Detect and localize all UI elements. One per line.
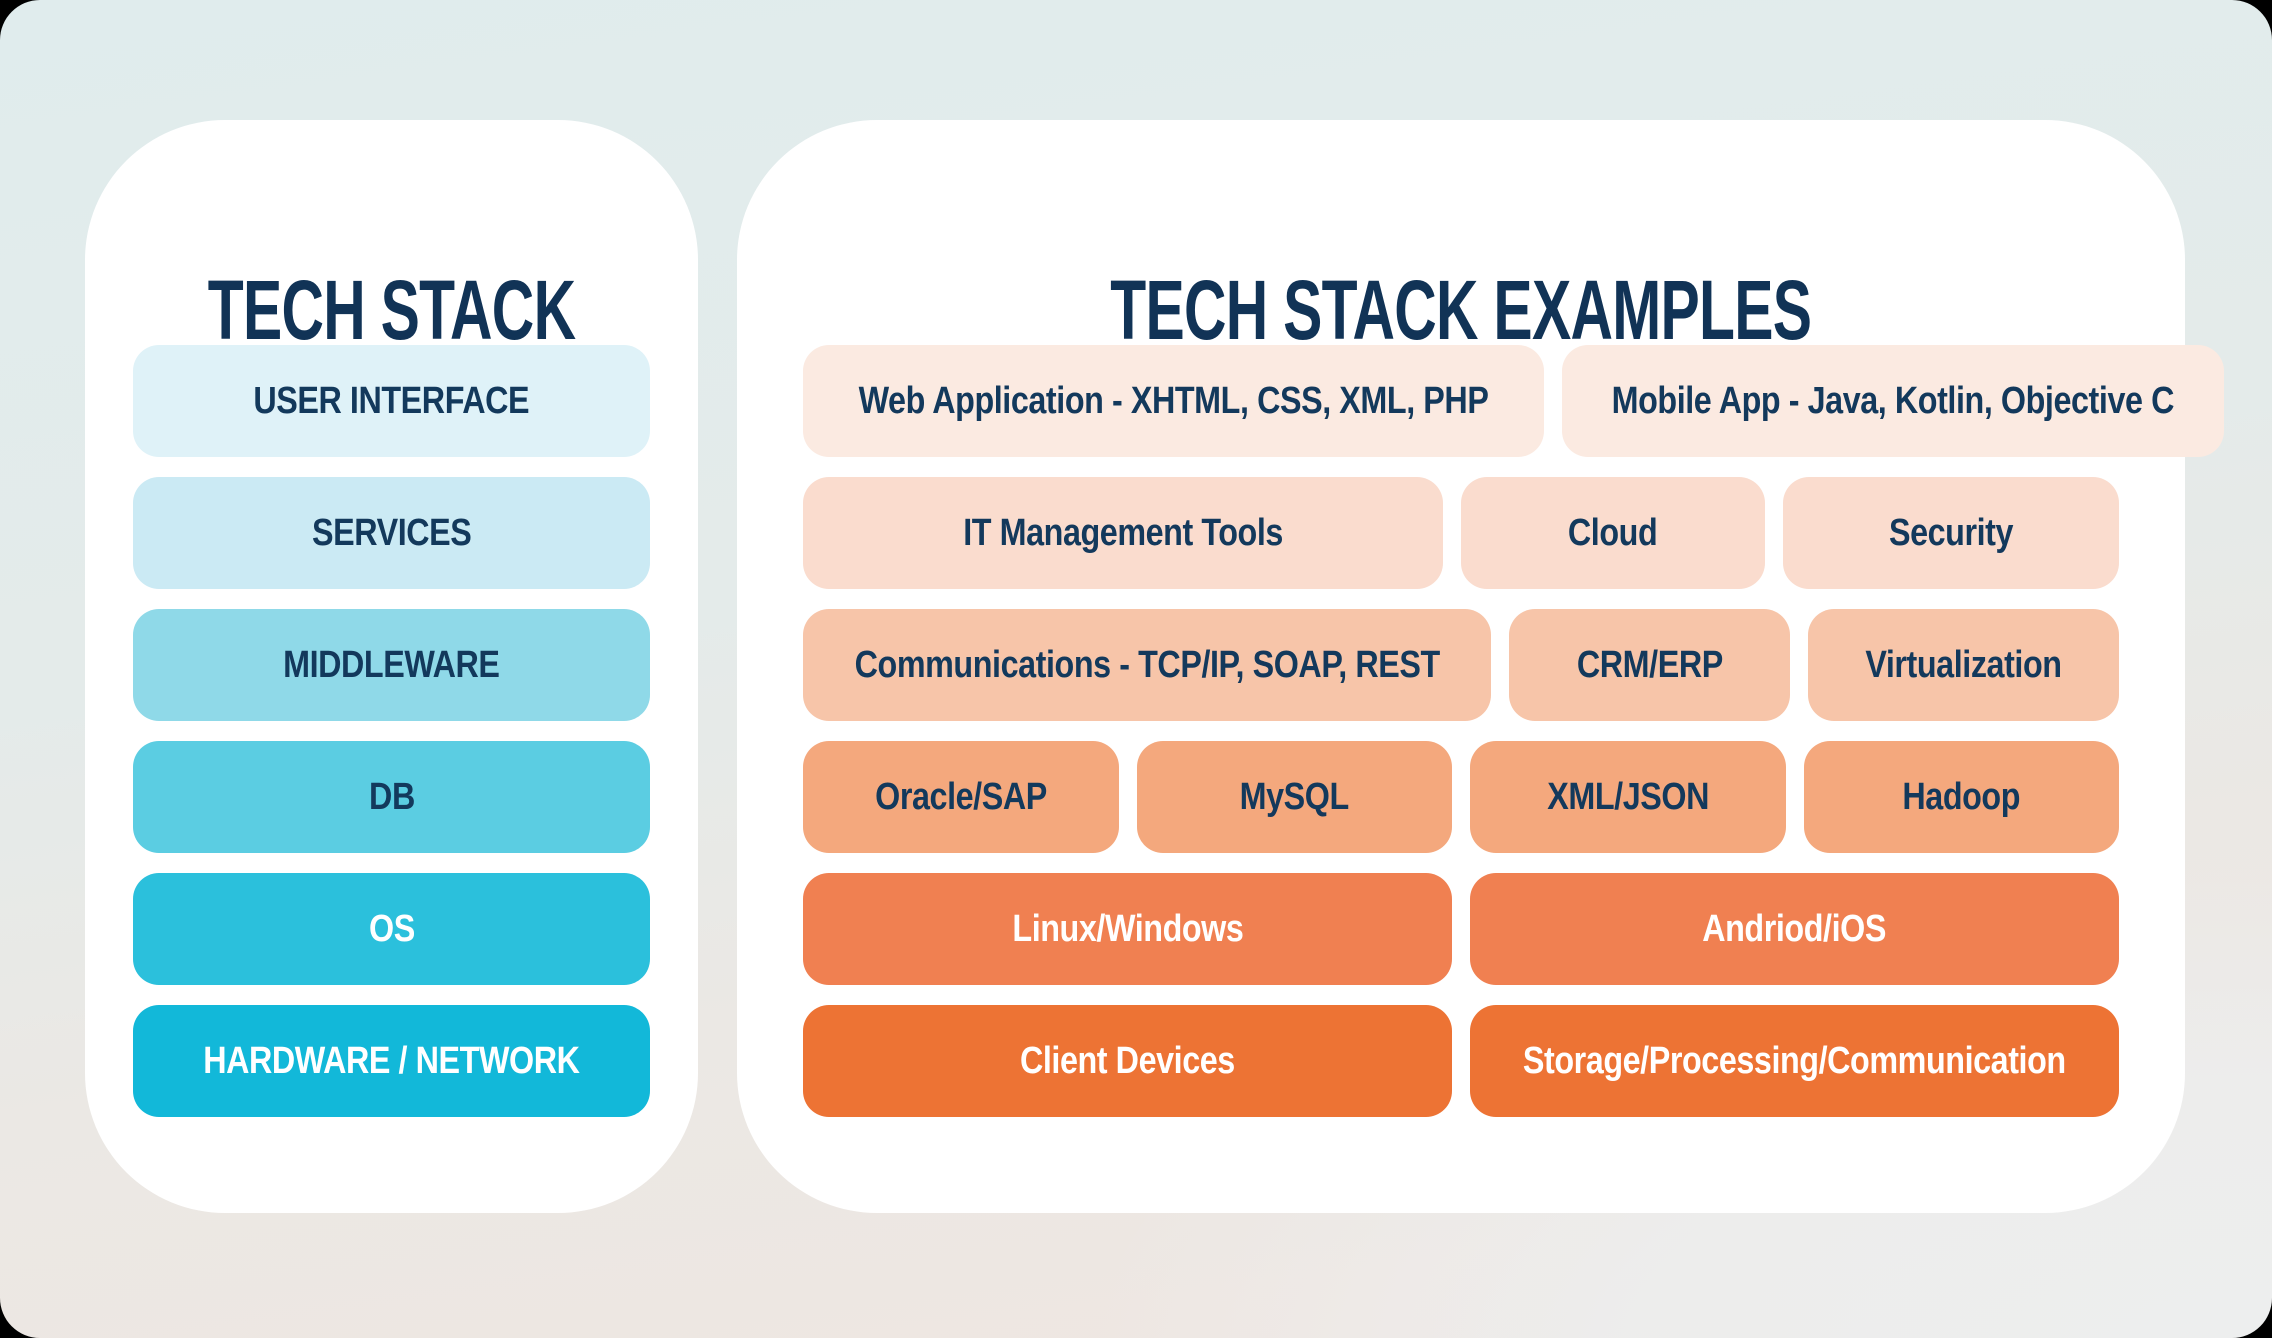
example-cell-communications: Communications - TCP/IP, SOAP, REST [803,609,1492,721]
example-cell-label: Hadoop [1902,775,2021,818]
example-cell-label: Andriod/iOS [1702,907,1887,950]
example-cell-hadoop: Hadoop [1803,741,2119,853]
example-cell-it-management-tools: IT Management Tools [803,477,1443,589]
tech-stack-title: TECH STACK [85,268,698,352]
example-cell-label: Web Application - XHTML, CSS, XML, PHP [858,379,1489,422]
examples-panel: TECH STACK EXAMPLES Web Application - XH… [737,120,2224,1213]
stack-layer-label: DB [368,775,415,818]
examples-row-os: Linux/Windows Andriod/iOS [803,873,2119,985]
example-cell-label: Oracle/SAP [874,775,1047,818]
example-cell-linux-windows: Linux/Windows [803,873,1452,985]
tech-stack-panel: TECH STACK USER INTERFACE SERVICES MIDDL… [85,120,698,1213]
examples-row-data: Oracle/SAP MySQL XML/JSON Hadoop [803,741,2119,853]
stack-layer-label: SERVICES [311,511,472,554]
example-cell-web-application: Web Application - XHTML, CSS, XML, PHP [803,345,1545,457]
examples-row-management: IT Management Tools Cloud Security [803,477,2119,589]
stack-layer-hardware-network: HARDWARE / NETWORK [133,1005,650,1117]
stack-layer-user-interface: USER INTERFACE [133,345,650,457]
tech-stack-layers: USER INTERFACE SERVICES MIDDLEWARE DB OS… [133,345,650,1117]
example-cell-storage-processing-communication: Storage/Processing/Communication [1470,1005,2119,1117]
example-cell-security: Security [1783,477,2119,589]
example-cell-label: Virtualization [1865,643,2063,686]
tech-stack-title-text: TECH STACK [207,263,576,357]
examples-row-communications: Communications - TCP/IP, SOAP, REST CRM/… [803,609,2119,721]
stack-layer-label: USER INTERFACE [253,379,530,422]
example-cell-cloud: Cloud [1461,477,1765,589]
example-cell-virtualization: Virtualization [1808,609,2119,721]
example-cell-label: IT Management Tools [963,511,1283,554]
stack-layer-services: SERVICES [133,477,650,589]
example-cell-android-ios: Andriod/iOS [1470,873,2119,985]
examples-row-hardware: Client Devices Storage/Processing/Commun… [803,1005,2119,1117]
stack-layer-label: HARDWARE / NETWORK [203,1039,580,1082]
example-cell-mysql: MySQL [1136,741,1452,853]
example-cell-label: CRM/ERP [1576,643,1723,686]
stack-layer-label: MIDDLEWARE [283,643,500,686]
stack-layer-label: OS [368,907,415,950]
example-cell-label: Linux/Windows [1011,907,1244,950]
examples-row-applications: Web Application - XHTML, CSS, XML, PHP M… [803,345,2224,457]
example-cell-client-devices: Client Devices [803,1005,1452,1117]
examples-title-text: TECH STACK EXAMPLES [1110,263,1812,357]
example-cell-label: Client Devices [1020,1039,1235,1082]
example-cell-xml-json: XML/JSON [1470,741,1786,853]
example-cell-label: XML/JSON [1546,775,1709,818]
examples-rows: Web Application - XHTML, CSS, XML, PHP M… [803,345,2224,1117]
example-cell-label: MySQL [1239,775,1350,818]
stack-layer-os: OS [133,873,650,985]
examples-title: TECH STACK EXAMPLES [737,268,2185,352]
example-cell-crm-erp: CRM/ERP [1509,609,1791,721]
example-cell-label: Security [1888,511,2014,554]
example-cell-label: Storage/Processing/Communication [1523,1039,2066,1082]
example-cell-label: Mobile App - Java, Kotlin, Objective C [1611,379,2175,422]
stack-layer-middleware: MIDDLEWARE [133,609,650,721]
example-cell-label: Cloud [1568,511,1658,554]
example-cell-label: Communications - TCP/IP, SOAP, REST [854,643,1441,686]
example-cell-oracle-sap: Oracle/SAP [803,741,1119,853]
example-cell-mobile-app: Mobile App - Java, Kotlin, Objective C [1562,345,2224,457]
stack-layer-db: DB [133,741,650,853]
